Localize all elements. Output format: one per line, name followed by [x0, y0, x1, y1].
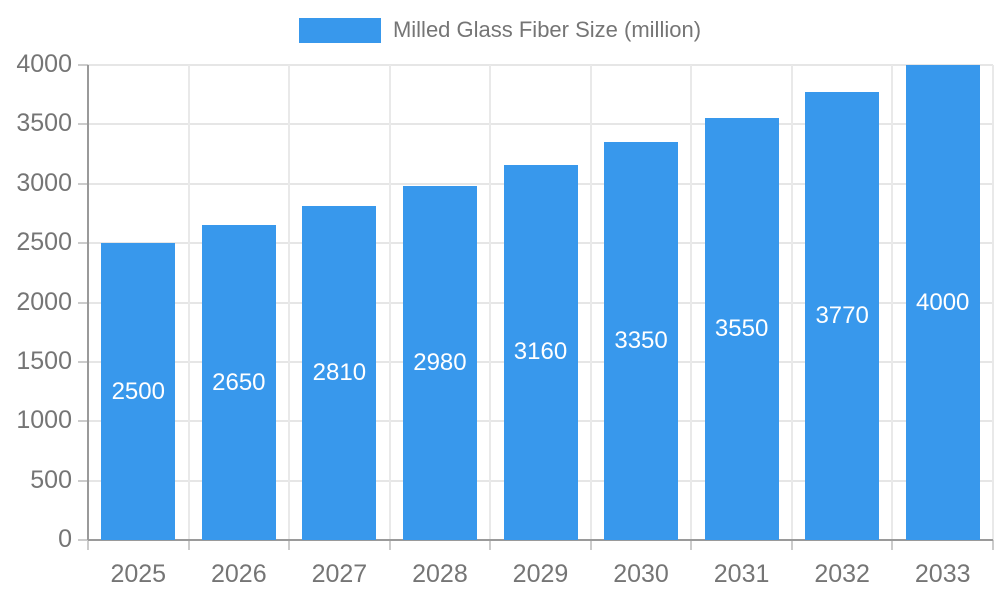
x-axis-tick [388, 540, 391, 550]
bar-value-label: 2500 [111, 377, 165, 405]
bar-value-label: 3770 [815, 302, 869, 330]
y-axis-tick [78, 479, 88, 482]
x-axis-label-2033: 2033 [914, 560, 971, 588]
bar-value-label: 4000 [916, 288, 970, 316]
x-axis-label-2025: 2025 [110, 560, 167, 588]
bar-value-label: 3160 [513, 338, 568, 366]
x-axis-tick [87, 540, 89, 550]
bar-2030[interactable]: 3350 [604, 142, 679, 540]
x-axis-label-2027: 2027 [311, 560, 368, 588]
gridline-vertical [790, 65, 793, 540]
y-axis-tick [78, 420, 88, 423]
y-axis-label: 500 [30, 465, 72, 494]
bar-2031[interactable]: 3550 [704, 118, 779, 540]
y-axis-tick [78, 539, 88, 541]
gridline-vertical [589, 65, 592, 540]
bar-2033[interactable]: 4000 [905, 65, 980, 540]
y-axis-line [87, 65, 89, 540]
y-axis-tick [78, 242, 88, 245]
y-axis-tick [78, 301, 88, 304]
bar-2029[interactable]: 3160 [503, 164, 578, 540]
gridline-horizontal [88, 64, 993, 66]
x-axis-tick [992, 540, 994, 550]
y-axis-label: 2500 [16, 228, 72, 257]
y-axis-tick [78, 123, 88, 126]
x-axis-tick [790, 540, 793, 550]
y-axis-label: 2000 [16, 287, 72, 316]
bar-value-label: 3350 [614, 327, 668, 355]
y-axis-tick [78, 360, 88, 363]
bar-value-label: 2810 [312, 359, 367, 387]
gridline-vertical [187, 65, 190, 540]
bar-2027[interactable]: 2810 [302, 206, 377, 540]
x-axis-line [88, 539, 993, 541]
bar-2026[interactable]: 2650 [201, 225, 276, 540]
x-axis-tick [690, 540, 693, 550]
y-axis-label: 4000 [16, 50, 72, 78]
bar-value-label: 3550 [714, 315, 769, 343]
x-axis-label-2032: 2032 [814, 560, 870, 588]
y-axis-label: 1500 [16, 346, 72, 375]
bar-2032[interactable]: 3770 [805, 92, 880, 540]
x-axis-label-2029: 2029 [512, 560, 569, 588]
x-axis-label-2026: 2026 [211, 560, 267, 588]
legend-swatch-icon [298, 17, 381, 43]
gridline-vertical [992, 65, 994, 540]
y-axis-label: 3000 [16, 168, 72, 197]
x-axis-label-2030: 2030 [613, 560, 669, 588]
gridline-vertical [489, 65, 492, 540]
gridline-vertical [891, 65, 894, 540]
x-axis-tick [187, 540, 190, 550]
gridline-vertical [690, 65, 693, 540]
legend-label: Milled Glass Fiber Size (million) [392, 17, 702, 42]
x-axis-tick [288, 540, 291, 550]
x-axis-label-2031: 2031 [713, 560, 770, 588]
bar-value-label: 2980 [413, 349, 467, 377]
bar-value-label: 2650 [212, 368, 266, 396]
bar-2028[interactable]: 2980 [402, 186, 477, 540]
y-axis-label: 3500 [16, 109, 72, 138]
y-axis-label: 1000 [16, 406, 72, 435]
gridline-vertical [288, 65, 291, 540]
bar-2025[interactable]: 2500 [101, 243, 176, 540]
x-axis-tick [589, 540, 592, 550]
y-axis-label: 0 [58, 525, 72, 553]
x-axis-tick [891, 540, 894, 550]
y-axis-tick [78, 182, 88, 185]
gridline-vertical [388, 65, 391, 540]
x-axis-tick [489, 540, 492, 550]
y-axis-tick [78, 64, 88, 66]
x-axis-label-2028: 2028 [412, 560, 468, 588]
legend[interactable]: Milled Glass Fiber Size (million) [0, 14, 1000, 46]
gridline-horizontal [88, 123, 993, 126]
